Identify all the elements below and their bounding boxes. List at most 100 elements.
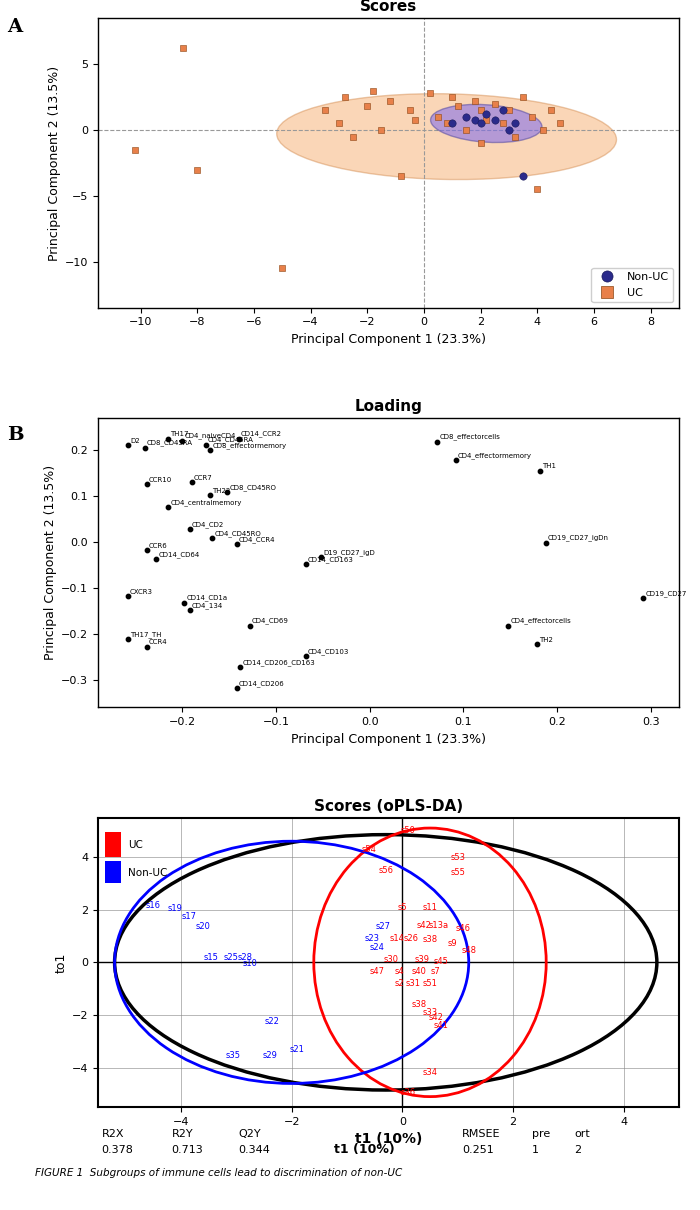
Point xyxy=(469,92,480,111)
Point xyxy=(231,535,242,554)
Text: 0.344: 0.344 xyxy=(238,1145,270,1156)
Point xyxy=(176,431,188,450)
Point xyxy=(517,167,528,186)
Point xyxy=(200,434,211,454)
X-axis label: Principal Component 1 (23.3%): Principal Component 1 (23.3%) xyxy=(291,733,486,745)
Point xyxy=(122,436,134,455)
Point xyxy=(424,83,435,103)
Text: Q2Y: Q2Y xyxy=(238,1129,260,1140)
Text: R2X: R2X xyxy=(102,1129,124,1140)
Point xyxy=(526,108,537,127)
X-axis label: Principal Component 1 (23.3%): Principal Component 1 (23.3%) xyxy=(291,333,486,346)
Point xyxy=(162,428,174,448)
Y-axis label: to1: to1 xyxy=(55,952,68,973)
Text: s48: s48 xyxy=(461,946,476,955)
Text: CD8_effectormemory: CD8_effectormemory xyxy=(213,442,287,449)
Text: s19: s19 xyxy=(168,904,183,912)
Text: s46: s46 xyxy=(456,923,470,933)
Point xyxy=(489,110,500,129)
Text: CD14_CD206_CD163: CD14_CD206_CD163 xyxy=(242,659,315,666)
Text: s13a: s13a xyxy=(428,921,449,930)
Text: TH1: TH1 xyxy=(542,463,556,469)
Text: pre: pre xyxy=(532,1129,550,1140)
Point xyxy=(184,600,195,620)
Point xyxy=(234,657,246,676)
Text: CD19_CD27: CD19_CD27 xyxy=(645,590,687,597)
Text: s35: s35 xyxy=(226,1051,241,1060)
Point xyxy=(447,114,458,133)
Point xyxy=(205,485,216,505)
Point xyxy=(450,450,461,469)
Text: A: A xyxy=(7,18,22,36)
Point xyxy=(433,108,444,127)
Text: s56: s56 xyxy=(378,865,393,875)
Text: CD4_CCR4: CD4_CCR4 xyxy=(239,536,275,543)
Text: CD14_CCR2: CD14_CCR2 xyxy=(241,431,281,437)
Text: CD4_134: CD4_134 xyxy=(192,601,223,609)
Text: s5: s5 xyxy=(398,903,407,911)
Text: CD14_CD1a: CD14_CD1a xyxy=(186,594,228,601)
Point xyxy=(535,461,546,480)
Text: CCR7: CCR7 xyxy=(194,474,213,480)
Text: 2: 2 xyxy=(574,1145,581,1156)
Text: s21: s21 xyxy=(290,1044,304,1054)
Text: 1: 1 xyxy=(532,1145,539,1156)
Point xyxy=(139,438,150,457)
Text: s11: s11 xyxy=(423,903,438,911)
Point xyxy=(554,114,566,133)
Text: CXCR3: CXCR3 xyxy=(130,589,153,595)
Point xyxy=(376,120,387,139)
Point xyxy=(319,100,330,120)
Point xyxy=(532,179,543,198)
Title: Scores (oPLS-DA): Scores (oPLS-DA) xyxy=(314,799,463,813)
Point xyxy=(206,529,218,548)
Point xyxy=(498,114,509,133)
Text: CD19_CD27_igDn: CD19_CD27_igDn xyxy=(548,535,609,542)
Point xyxy=(461,120,472,139)
Point xyxy=(177,39,188,58)
Text: s10: s10 xyxy=(243,960,258,968)
Text: s31: s31 xyxy=(406,979,421,987)
Text: s7: s7 xyxy=(430,967,440,976)
Point xyxy=(276,259,288,278)
Text: CD4_naiveCD4: CD4_naiveCD4 xyxy=(184,433,236,439)
Point xyxy=(362,97,373,116)
Text: s53: s53 xyxy=(450,853,466,862)
Text: TH17_TH: TH17_TH xyxy=(130,632,162,638)
Text: s42: s42 xyxy=(417,921,432,930)
Point xyxy=(141,474,153,494)
Point xyxy=(509,114,520,133)
Point xyxy=(205,440,216,460)
Point xyxy=(222,483,233,502)
Text: s2: s2 xyxy=(395,979,405,987)
Text: s45: s45 xyxy=(433,957,449,966)
Point xyxy=(141,638,153,657)
Legend: Non-UC, UC: Non-UC, UC xyxy=(592,267,673,302)
Point xyxy=(404,100,415,120)
Ellipse shape xyxy=(276,93,617,179)
Text: s33: s33 xyxy=(422,1008,438,1016)
Text: CD4_CD69: CD4_CD69 xyxy=(252,617,289,624)
Text: s4: s4 xyxy=(395,967,405,976)
Point xyxy=(231,679,242,698)
Text: CD14_CD163: CD14_CD163 xyxy=(308,555,354,563)
Text: s22: s22 xyxy=(265,1018,280,1026)
Text: s51: s51 xyxy=(423,979,438,987)
Point xyxy=(233,428,244,448)
Point xyxy=(410,110,421,129)
Point xyxy=(339,87,350,106)
Text: CCR6: CCR6 xyxy=(149,543,167,549)
Point xyxy=(300,646,312,666)
Point xyxy=(452,97,463,116)
Text: CD8_CD45RO: CD8_CD45RO xyxy=(230,484,276,491)
Text: s41: s41 xyxy=(433,1021,449,1030)
Text: D2: D2 xyxy=(130,438,140,444)
Text: s29: s29 xyxy=(262,1051,277,1060)
Text: s15: s15 xyxy=(204,953,219,962)
Point xyxy=(192,160,203,179)
Text: D19_CD27_igD: D19_CD27_igD xyxy=(323,549,375,555)
Text: t1 (10%): t1 (10%) xyxy=(334,1143,394,1156)
Text: CD4_CD45RA: CD4_CD45RA xyxy=(208,437,253,443)
Text: CCR4: CCR4 xyxy=(149,639,167,645)
Text: s39: s39 xyxy=(414,955,429,964)
